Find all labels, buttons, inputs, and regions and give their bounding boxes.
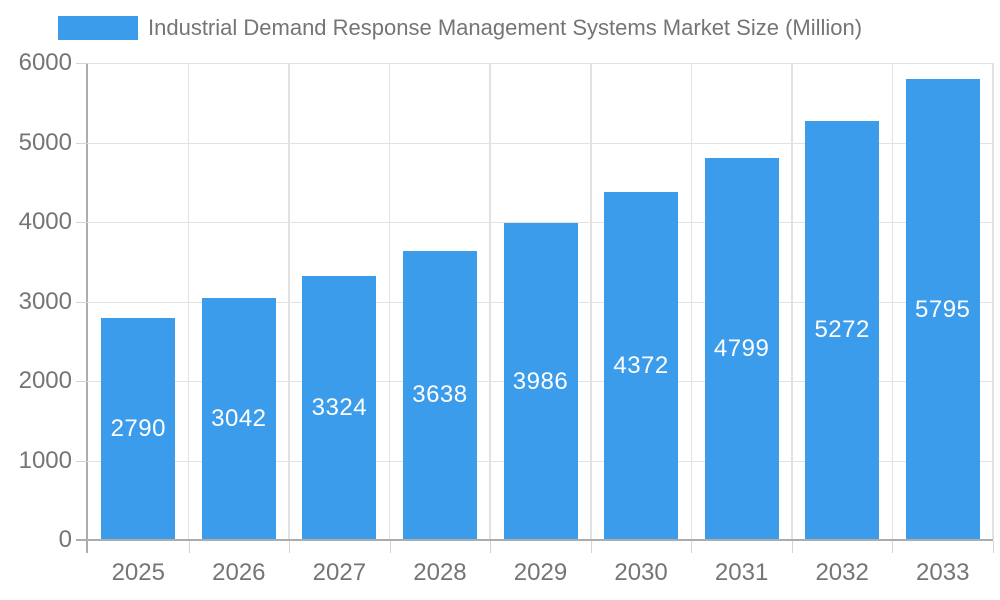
x-axis-tick-label: 2025 [111, 559, 165, 586]
y-axis-line [86, 63, 88, 553]
x-tick-mark [188, 541, 190, 553]
bar[interactable]: 4799 [704, 158, 779, 540]
x-axis-tick-label: 2028 [413, 559, 467, 586]
bar-value-label: 3324 [311, 393, 368, 421]
bar[interactable]: 3042 [201, 298, 276, 540]
bar[interactable]: 5795 [905, 79, 980, 540]
x-axis-tick-label: 2026 [212, 559, 266, 586]
y-axis-tick-label: 3000 [18, 287, 72, 315]
y-axis-tick-label: 4000 [18, 208, 72, 235]
x-tick-mark [590, 541, 592, 553]
bar-value-label: 3638 [412, 381, 468, 409]
y-tick-mark [76, 222, 88, 223]
y-tick-mark [76, 63, 88, 64]
x-axis-tick-label: 2030 [614, 559, 668, 586]
x-axis-tick-label: 2031 [714, 559, 769, 586]
y-axis-tick-label: 0 [58, 526, 72, 553]
y-axis-tick-label: 6000 [18, 49, 72, 76]
bar-value-label: 3986 [512, 367, 569, 395]
gridline-vertical [288, 63, 290, 540]
gridline-horizontal [88, 222, 993, 223]
gridline-vertical [187, 63, 190, 540]
y-axis-tick-label: 1000 [18, 446, 72, 474]
x-axis-tick-label: 2033 [916, 559, 970, 586]
x-tick-mark [791, 541, 793, 553]
gridline-vertical [590, 63, 592, 540]
x-tick-mark [892, 541, 894, 553]
bar-value-label: 2790 [110, 415, 166, 443]
bar-value-label: 4372 [613, 352, 669, 380]
x-axis-tick-label: 2027 [312, 559, 367, 586]
bar[interactable]: 2790 [101, 318, 176, 540]
y-axis-tick-label: 2000 [18, 367, 72, 394]
x-axis-tick-label: 2032 [815, 559, 869, 586]
gridline-vertical [489, 63, 491, 540]
y-axis-tick-label: 5000 [18, 128, 72, 156]
gridline-vertical [992, 63, 994, 540]
x-tick-mark [490, 541, 492, 553]
legend-label: Industrial Demand Response Management Sy… [148, 15, 863, 40]
x-tick-mark [691, 541, 693, 553]
x-axis-tick-label: 2029 [513, 559, 568, 586]
bar[interactable]: 4372 [604, 192, 679, 540]
bar[interactable]: 3324 [302, 275, 377, 540]
bar-value-label: 5272 [814, 316, 870, 344]
gridline-vertical [388, 63, 391, 540]
gridline-horizontal [88, 142, 993, 144]
y-tick-mark [76, 142, 88, 144]
x-tick-mark [389, 541, 391, 553]
bar-value-label: 4799 [713, 335, 770, 363]
bar[interactable]: 3638 [402, 250, 477, 540]
bar-value-label: 3042 [211, 405, 267, 433]
y-tick-mark [76, 381, 88, 382]
y-tick-mark [76, 460, 88, 462]
bar[interactable]: 3986 [503, 223, 578, 540]
x-tick-mark [289, 541, 291, 553]
bar[interactable]: 5272 [805, 120, 880, 540]
gridline-vertical [690, 63, 693, 540]
bar-value-label: 5795 [915, 295, 971, 323]
gridline-horizontal [88, 63, 993, 64]
gridline-vertical [791, 63, 793, 540]
x-tick-mark [993, 541, 994, 553]
plot-area: 2790 3042 3324 3638 3986 4372 4799 5272 5795 [88, 63, 994, 540]
chart-legend[interactable]: Industrial Demand Response Management Sy… [58, 15, 862, 41]
x-axis-line [76, 539, 993, 541]
gridline-vertical [891, 63, 894, 540]
y-tick-mark [76, 301, 88, 303]
legend-swatch [58, 16, 138, 40]
